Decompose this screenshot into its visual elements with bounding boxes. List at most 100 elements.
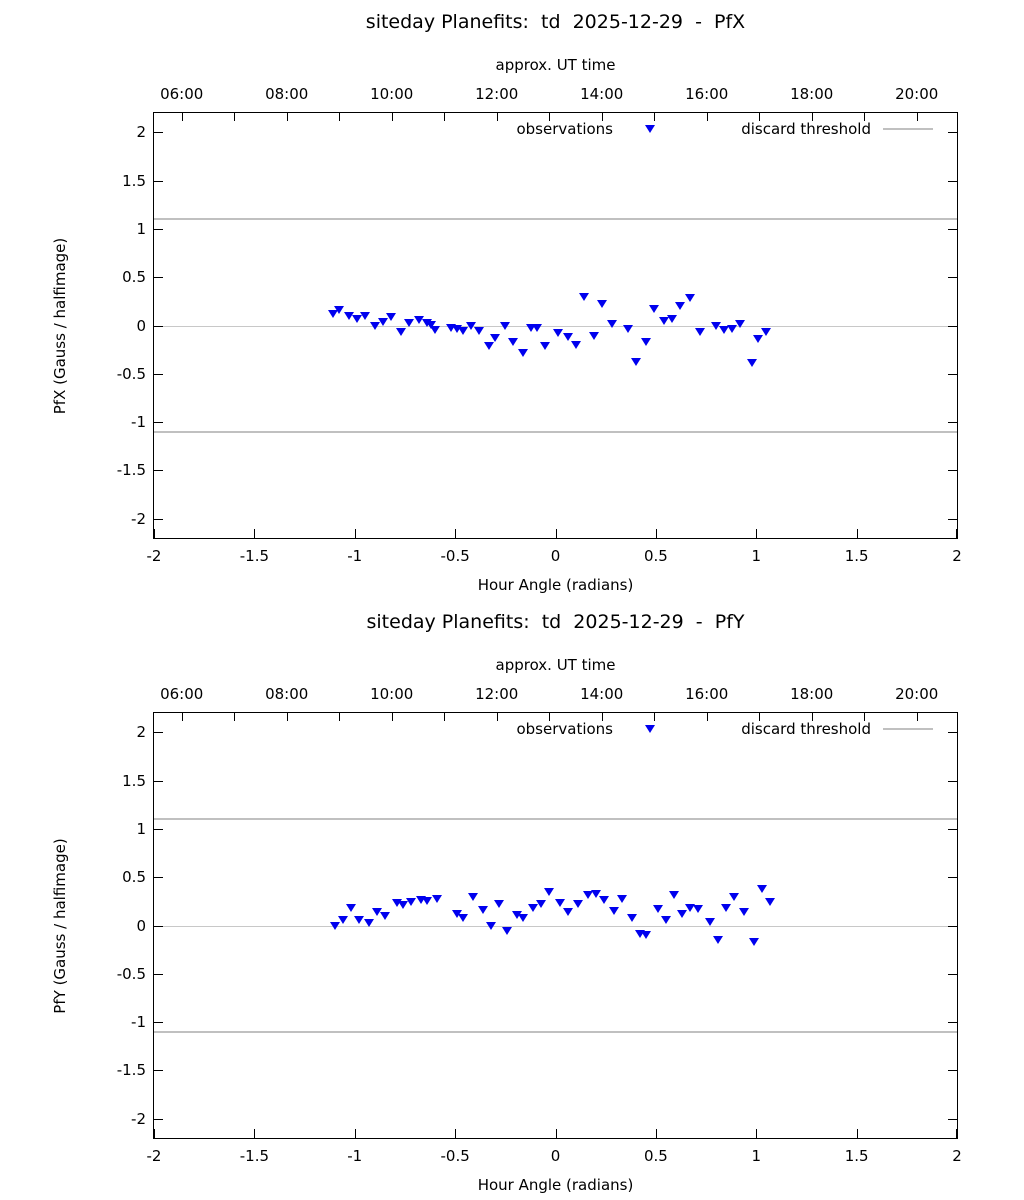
data-point: [518, 914, 528, 922]
y-tick-mirror: [948, 132, 957, 133]
legend-line-sample: [883, 128, 933, 130]
data-point: [661, 916, 671, 924]
data-point: [370, 322, 380, 330]
y-tick: [154, 1022, 163, 1023]
data-point: [478, 906, 488, 914]
data-point: [589, 332, 599, 340]
legend-line-sample: [883, 728, 933, 730]
data-point: [334, 306, 344, 314]
time-tick: [287, 713, 288, 721]
x-tick-label: 0: [550, 1147, 561, 1165]
data-point: [536, 900, 546, 908]
data-point: [512, 911, 522, 919]
x-tick-label: -1.5: [239, 1147, 270, 1165]
y-tick: [154, 829, 163, 830]
time-tick: [654, 113, 655, 121]
data-point: [735, 320, 745, 328]
y-tick: [154, 1070, 163, 1071]
y-tick-mirror: [948, 326, 957, 327]
data-point: [599, 896, 609, 904]
x-tick-label: 2: [952, 1147, 962, 1165]
time-tick: [864, 713, 865, 721]
data-point: [721, 904, 731, 912]
data-point: [693, 905, 703, 913]
data-point: [518, 349, 528, 357]
time-tick-label: 12:00: [475, 85, 519, 103]
data-point: [761, 328, 771, 336]
legend-label-threshold: discard threshold: [741, 720, 871, 738]
x-tick-label: 1.5: [844, 547, 869, 565]
data-point: [452, 325, 462, 333]
data-point: [713, 936, 723, 944]
discard-threshold-line: [154, 431, 957, 433]
time-tick: [812, 713, 813, 721]
y-tick: [154, 229, 163, 230]
y-tick-mirror: [948, 277, 957, 278]
x-tick: [956, 1129, 957, 1138]
time-tick: [707, 713, 708, 721]
data-point: [344, 312, 354, 320]
y-tick-mirror: [948, 781, 957, 782]
plot-area: observations discard threshold: [153, 112, 958, 539]
zero-gridline: [154, 926, 957, 927]
time-tick-label: 16:00: [685, 685, 729, 703]
data-point: [380, 912, 390, 920]
data-point: [649, 305, 659, 313]
time-tick: [602, 713, 603, 721]
data-point: [500, 322, 510, 330]
y-tick-mirror: [948, 732, 957, 733]
data-point: [669, 891, 679, 899]
data-point: [378, 318, 388, 326]
time-tick: [549, 713, 550, 721]
y-tick-label: 0.5: [122, 268, 146, 287]
x-tick-label: -2: [146, 547, 162, 565]
y-tick-mirror: [948, 229, 957, 230]
y-tick-mirror: [948, 1119, 957, 1120]
x-tick: [857, 1129, 858, 1138]
data-point: [747, 359, 757, 367]
data-point: [677, 910, 687, 918]
data-point: [446, 324, 456, 332]
time-tick: [339, 113, 340, 121]
y-tick: [154, 374, 163, 375]
data-point: [416, 896, 426, 904]
y-tick-label: -1: [131, 1013, 146, 1032]
x-tick-label: 1: [751, 1147, 762, 1165]
time-tick-label: 12:00: [475, 685, 519, 703]
x-tick: [556, 529, 557, 538]
data-point: [597, 300, 607, 308]
data-point: [627, 914, 637, 922]
data-point: [490, 334, 500, 342]
y-tick-label: -2: [131, 1109, 146, 1128]
data-point: [609, 907, 619, 915]
y-tick: [154, 974, 163, 975]
time-tick-label: 10:00: [370, 85, 414, 103]
data-point: [544, 888, 554, 896]
time-tick: [654, 713, 655, 721]
y-tick-mirror: [948, 470, 957, 471]
data-point: [623, 325, 633, 333]
data-point: [631, 358, 641, 366]
data-point: [641, 931, 651, 939]
data-point: [695, 328, 705, 336]
data-point: [422, 897, 432, 905]
data-point: [338, 916, 348, 924]
y-tick-mirror: [948, 519, 957, 520]
x-tick-label: -2: [146, 1147, 162, 1165]
time-tick: [497, 713, 498, 721]
time-tick: [812, 113, 813, 121]
data-point: [466, 322, 476, 330]
time-tick: [444, 113, 445, 121]
legend-label-observations: observations: [516, 120, 613, 138]
time-tick: [759, 113, 760, 121]
x-tick: [355, 1129, 356, 1138]
y-tick: [154, 519, 163, 520]
data-point: [739, 908, 749, 916]
time-tick: [497, 113, 498, 121]
x-tick: [956, 529, 957, 538]
y-tick-mirror: [948, 1070, 957, 1071]
time-tick-label: 08:00: [265, 85, 309, 103]
data-point: [502, 927, 512, 935]
data-point: [508, 338, 518, 346]
data-point: [396, 328, 406, 336]
